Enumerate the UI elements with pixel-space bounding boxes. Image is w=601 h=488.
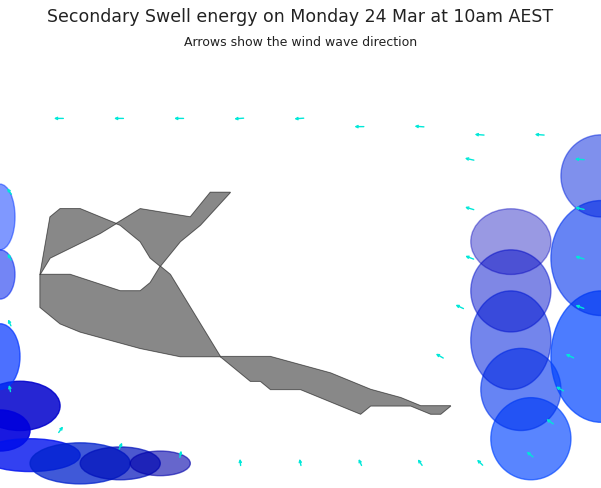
Ellipse shape: [561, 135, 601, 217]
Ellipse shape: [471, 291, 551, 389]
Ellipse shape: [30, 443, 130, 484]
Polygon shape: [40, 192, 451, 414]
Ellipse shape: [471, 250, 551, 332]
Ellipse shape: [130, 451, 191, 476]
Ellipse shape: [471, 209, 551, 274]
Ellipse shape: [0, 410, 30, 451]
Ellipse shape: [0, 381, 60, 430]
Ellipse shape: [80, 447, 160, 480]
Text: Arrows show the wind wave direction: Arrows show the wind wave direction: [184, 36, 417, 49]
Ellipse shape: [481, 348, 561, 430]
Ellipse shape: [551, 291, 601, 422]
Ellipse shape: [491, 398, 571, 480]
Ellipse shape: [0, 324, 20, 389]
Ellipse shape: [0, 250, 15, 299]
Ellipse shape: [551, 201, 601, 316]
Ellipse shape: [0, 184, 15, 250]
Text: Secondary Swell energy on Monday 24 Mar at 10am AEST: Secondary Swell energy on Monday 24 Mar …: [47, 8, 554, 26]
Ellipse shape: [0, 439, 80, 471]
